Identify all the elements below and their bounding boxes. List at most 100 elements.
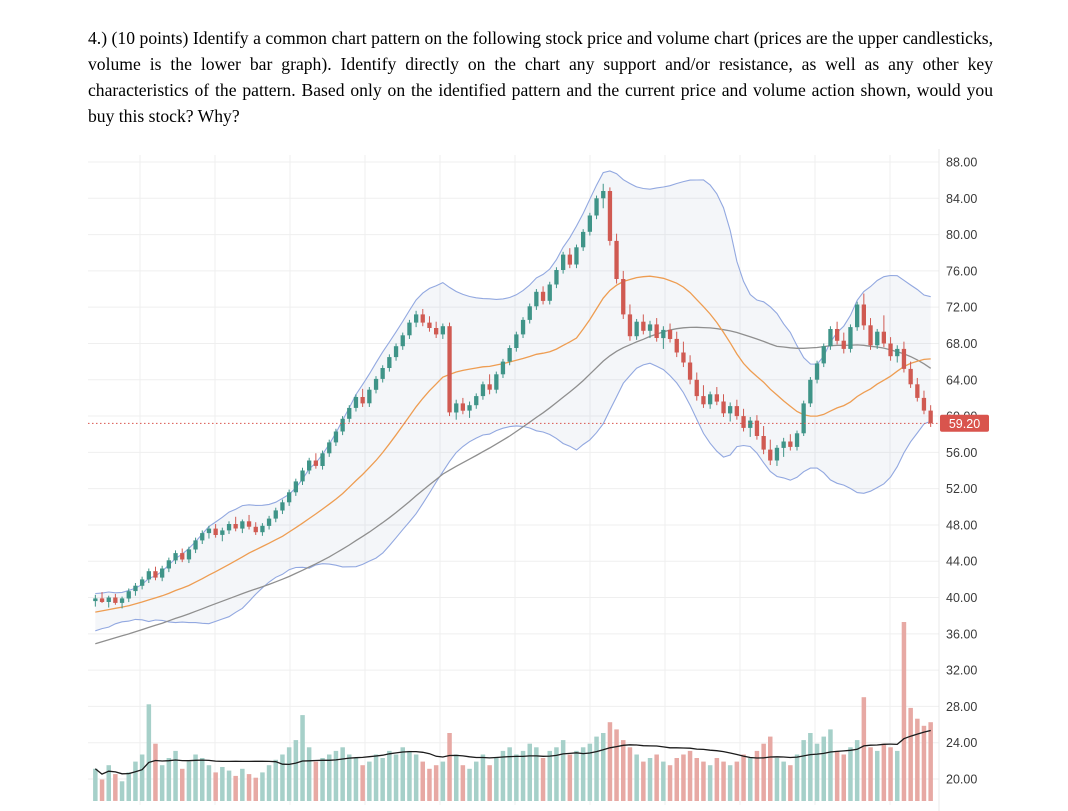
up-candle — [895, 349, 900, 357]
up-candle — [393, 346, 399, 358]
volume-bar — [647, 758, 653, 802]
up-candle — [146, 571, 151, 580]
up-candle — [193, 540, 198, 550]
down-candle — [901, 349, 907, 370]
volume-bar — [139, 754, 145, 802]
down-candle — [714, 394, 719, 403]
up-candle — [661, 330, 666, 339]
up-candle — [340, 419, 345, 432]
price-axis-tick: 76.00 — [946, 265, 977, 279]
price-axis-tick: 84.00 — [946, 192, 977, 206]
volume-bar — [280, 754, 285, 802]
down-candle — [641, 322, 646, 332]
up-candle — [387, 357, 392, 369]
down-candle — [788, 441, 793, 448]
up-candle — [821, 346, 826, 364]
down-candle — [180, 553, 185, 560]
down-candle — [607, 191, 613, 242]
up-candle — [494, 374, 499, 391]
volume-bar — [928, 722, 933, 802]
down-candle — [835, 329, 840, 342]
volume-bar — [306, 747, 312, 802]
up-candle — [454, 403, 459, 413]
down-candle — [734, 406, 739, 417]
up-candle — [240, 521, 245, 530]
down-candle — [253, 527, 258, 533]
volume-bar — [875, 751, 880, 802]
down-candle — [681, 352, 686, 363]
volume-bar — [413, 754, 419, 802]
volume-bar — [427, 769, 432, 802]
sma-slow — [95, 327, 932, 645]
volume-bar — [407, 751, 412, 802]
up-candle — [594, 198, 599, 216]
up-candle — [801, 403, 806, 434]
volume-bar — [901, 622, 907, 802]
up-candle — [514, 334, 519, 349]
up-candle — [574, 247, 579, 265]
up-candle — [554, 270, 559, 285]
volume-bar — [621, 740, 626, 802]
down-candle — [113, 597, 118, 604]
price-axis-tick: 44.00 — [946, 555, 977, 569]
down-candle — [313, 460, 318, 467]
up-candle — [367, 390, 372, 404]
volume-ma-line — [94, 730, 931, 776]
volume-bar — [220, 767, 225, 802]
volume-bar — [240, 769, 245, 802]
volume-bar — [614, 729, 619, 802]
up-candle — [708, 394, 713, 405]
volume-bar — [360, 765, 365, 802]
volume-bar — [520, 751, 526, 802]
volume-bar — [266, 765, 272, 802]
volume-bar — [774, 758, 780, 802]
volume-bar — [373, 754, 379, 802]
volume-bar — [226, 771, 232, 802]
volume-bar — [601, 733, 606, 802]
volume-bar — [353, 758, 359, 802]
up-candle — [527, 306, 532, 321]
volume-bar — [580, 747, 586, 802]
up-candle — [875, 332, 880, 346]
down-candle — [674, 339, 679, 353]
volume-bar — [253, 778, 258, 802]
volume-bar — [99, 779, 105, 802]
up-candle — [474, 396, 479, 406]
volume-bar — [433, 765, 439, 802]
up-candle — [333, 431, 339, 443]
up-candle — [327, 442, 332, 454]
up-candle — [814, 363, 820, 381]
volume-bar — [854, 740, 860, 802]
down-candle — [701, 396, 706, 405]
volume-bar — [888, 747, 893, 802]
volume-bar — [333, 751, 339, 802]
down-candle — [915, 384, 920, 399]
candlestick-series — [93, 184, 933, 609]
down-candle — [908, 369, 913, 385]
down-candle — [427, 323, 432, 329]
volume-bar — [554, 747, 559, 802]
volume-bar — [574, 751, 579, 802]
volume-bar — [186, 762, 192, 802]
volume-bar — [460, 765, 466, 802]
volume-bar — [921, 726, 927, 802]
volume-bar — [661, 762, 666, 802]
volume-bar — [607, 722, 613, 802]
down-candle — [614, 241, 619, 280]
volume-bar — [393, 754, 399, 802]
up-candle — [200, 533, 205, 541]
up-candle — [93, 598, 98, 602]
volume-bar — [627, 747, 633, 802]
down-candle — [153, 571, 158, 579]
up-candle — [373, 379, 379, 391]
volume-bar — [821, 737, 826, 802]
volume-bar — [721, 762, 726, 802]
down-candle — [721, 401, 726, 414]
volume-bar — [500, 751, 506, 802]
volume-bar — [273, 760, 278, 802]
volume-bar — [286, 747, 292, 802]
up-candle — [414, 314, 419, 324]
volume-bar — [567, 754, 573, 802]
up-candle — [206, 529, 212, 534]
price-axis-tick: 88.00 — [946, 156, 977, 170]
